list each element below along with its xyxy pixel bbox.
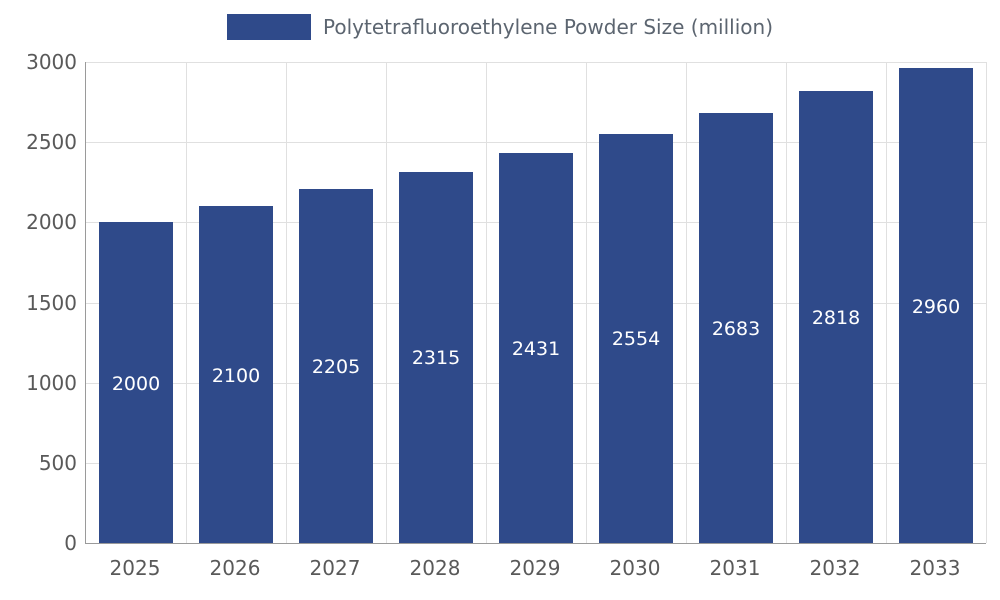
y-axis-tick-label: 2500 (26, 130, 77, 155)
bar-value-label: 2818 (811, 307, 861, 330)
gridline-vertical (586, 62, 587, 543)
bar-2029: 2431 (499, 153, 573, 543)
y-axis-tick-label: 1500 (26, 290, 77, 315)
x-axis-tick-label: 2028 (409, 556, 461, 580)
bar-value-label: 2000 (111, 372, 161, 395)
gridline-vertical (486, 62, 487, 543)
x-axis-tick-label: 2027 (309, 556, 361, 580)
bar-2026: 2100 (199, 206, 273, 543)
gridline-vertical (286, 62, 287, 543)
bar-value-label: 2960 (911, 295, 961, 318)
bar-2031: 2683 (699, 112, 773, 543)
bar-value-label: 2205 (311, 356, 361, 379)
x-axis-tick-label: 2032 (809, 556, 861, 580)
y-axis-tick-label: 2000 (26, 210, 77, 235)
y-axis-tick-label: 1000 (26, 370, 77, 395)
bar-value-label: 2431 (511, 338, 561, 361)
x-axis-tick-label: 2025 (109, 556, 161, 580)
x-axis-tick-label: 2031 (709, 556, 761, 580)
gridline-vertical (186, 62, 187, 543)
gridline-horizontal (86, 142, 986, 144)
gridline-vertical (786, 62, 787, 543)
bar-2032: 2818 (799, 91, 873, 543)
bar-value-label: 2315 (411, 347, 461, 370)
gridline-horizontal (86, 62, 986, 63)
y-axis-tick-label: 3000 (26, 50, 77, 74)
legend-label: Polytetrafluoroethylene Powder Size (mil… (323, 15, 773, 39)
x-axis-tick-label: 2026 (209, 556, 261, 580)
y-axis-tick-label: 0 (64, 531, 77, 555)
gridline-vertical (886, 62, 887, 543)
bar-2025: 2000 (99, 222, 173, 543)
bar-2028: 2315 (399, 171, 473, 543)
bar-2027: 2205 (299, 189, 373, 543)
bar-value-label: 2683 (711, 317, 761, 340)
bar-value-label: 2100 (211, 364, 261, 387)
gridline-vertical (686, 62, 687, 543)
x-axis-tick-label: 2033 (909, 556, 961, 580)
bar-2033: 2960 (899, 68, 973, 543)
legend-swatch (227, 14, 311, 40)
bar-2030: 2554 (599, 133, 673, 543)
gridline-vertical (386, 62, 387, 543)
bar-value-label: 2554 (611, 328, 661, 351)
x-axis-tick-label: 2029 (509, 556, 561, 580)
x-axis-tick-label: 2030 (609, 556, 661, 580)
chart-legend[interactable]: Polytetrafluoroethylene Powder Size (mil… (0, 14, 1000, 40)
plot-area: 2000 2100 2205 2315 2431 2554 2683 2818 2960 (85, 62, 987, 544)
gridline-vertical (986, 62, 987, 543)
y-axis-tick-label: 500 (38, 450, 77, 475)
